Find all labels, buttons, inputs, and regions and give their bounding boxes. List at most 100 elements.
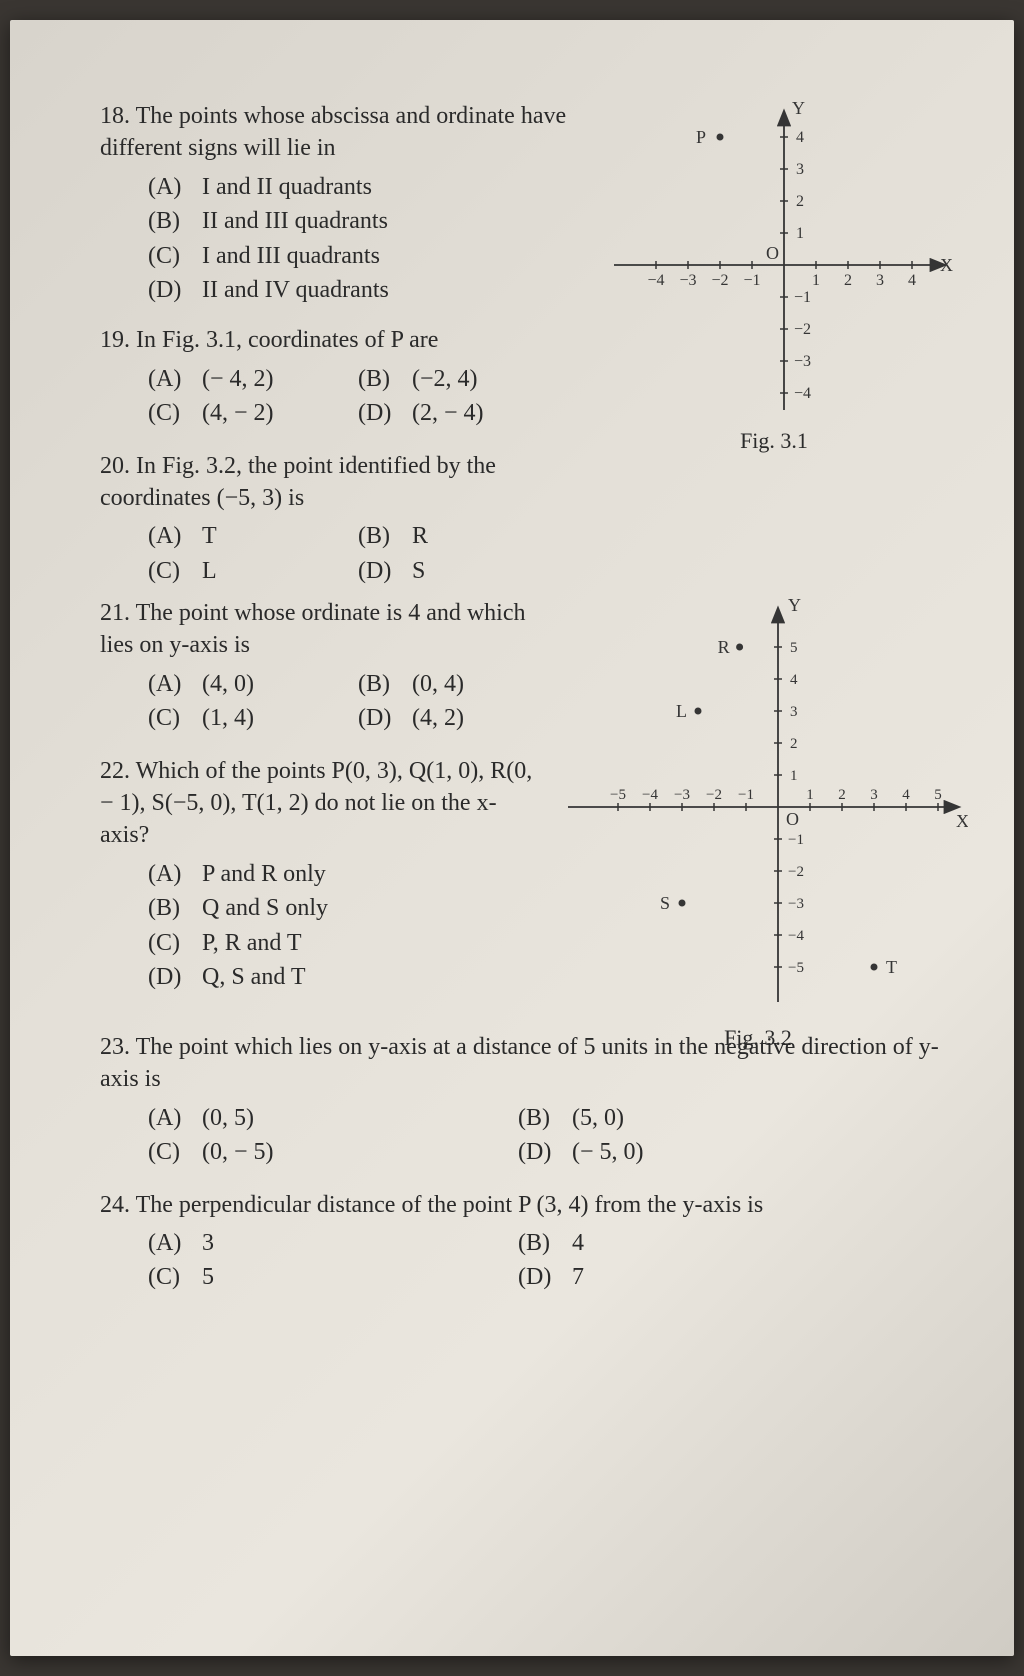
q19-options: (A)(− 4, 2) (B)(−2, 4) (C)(4, − 2) (D)(2… xyxy=(100,363,584,432)
q24-B-val: 4 xyxy=(572,1227,584,1259)
q18-options: (A)I and II quadrants (B)II and III quad… xyxy=(100,171,584,307)
svg-text:4: 4 xyxy=(902,787,910,803)
q20-text: In Fig. 3.2, the point identified by the… xyxy=(100,453,496,511)
q20-num: 20. xyxy=(100,453,130,479)
question-22: 22. Which of the points P(0, 3), Q(1, 0)… xyxy=(100,755,538,994)
q20-A-val: T xyxy=(202,520,217,552)
q24-C-val: 5 xyxy=(202,1261,214,1293)
svg-text:−2: −2 xyxy=(794,321,811,338)
svg-text:−5: −5 xyxy=(610,787,626,803)
svg-text:P: P xyxy=(696,127,706,147)
svg-text:X: X xyxy=(940,255,953,275)
q22-C-val: P, R and T xyxy=(202,927,302,959)
q23-C-val: (0, − 5) xyxy=(202,1136,274,1168)
q19-num: 19. xyxy=(100,327,130,353)
q18-A-label: (A) xyxy=(148,171,190,203)
q23-text: The point which lies on y-axis at a dist… xyxy=(100,1034,939,1092)
q20-options: (A)T (B)R (C)L (D)S xyxy=(100,520,584,589)
svg-text:−1: −1 xyxy=(788,832,804,848)
svg-text:R: R xyxy=(718,637,730,657)
svg-text:−3: −3 xyxy=(674,787,690,803)
q23-B-label: (B) xyxy=(518,1102,560,1134)
q18-text: The points whose abscissa and ordinate h… xyxy=(100,103,566,161)
q23-D-label: (D) xyxy=(518,1136,560,1168)
q19-B-val: (−2, 4) xyxy=(412,363,478,395)
q19-C-val: (4, − 2) xyxy=(202,397,274,429)
q24-D-val: 7 xyxy=(572,1261,584,1293)
svg-text:2: 2 xyxy=(790,736,798,752)
q21-A-val: (4, 0) xyxy=(202,668,254,700)
svg-text:−1: −1 xyxy=(743,272,760,289)
q24-D-label: (D) xyxy=(518,1261,560,1293)
q19-A-val: (− 4, 2) xyxy=(202,363,274,395)
svg-text:−5: −5 xyxy=(788,960,804,976)
q18-B-label: (B) xyxy=(148,205,190,237)
q21-num: 21. xyxy=(100,600,130,626)
q23-A-label: (A) xyxy=(148,1102,190,1134)
q24-num: 24. xyxy=(100,1192,130,1218)
svg-text:1: 1 xyxy=(806,787,814,803)
questions-col-top: 18. The points whose abscissa and ordina… xyxy=(100,100,584,607)
q23-options: (A) (0, 5) (B) (5, 0) (C) (0, − 5) (D) (− 5,… xyxy=(100,1102,954,1171)
svg-text:−2: −2 xyxy=(788,864,804,880)
svg-text:1: 1 xyxy=(796,225,804,242)
q19-A-label: (A) xyxy=(148,363,190,395)
q22-B-label: (B) xyxy=(148,892,190,924)
q22-D-label: (D) xyxy=(148,961,190,993)
svg-text:−2: −2 xyxy=(711,272,728,289)
svg-text:O: O xyxy=(766,243,779,263)
svg-text:1: 1 xyxy=(812,272,820,289)
svg-text:3: 3 xyxy=(870,787,878,803)
svg-text:5: 5 xyxy=(790,640,798,656)
q23-A-val: (0, 5) xyxy=(202,1102,254,1134)
q21-C-label: (C) xyxy=(148,702,190,734)
mid-section: 21. The point whose ordinate is 4 and wh… xyxy=(100,597,954,1051)
q23-B-val: (5, 0) xyxy=(572,1102,624,1134)
svg-text:−2: −2 xyxy=(706,787,722,803)
q22-options: (A)P and R only (B)Q and S only (C)P, R … xyxy=(100,858,538,994)
question-24: 24. The perpendicular distance of the po… xyxy=(100,1189,954,1296)
q22-num: 22. xyxy=(100,758,130,784)
fig31-col: XYO−4−3−2−112341234−1−2−3−4P Fig. 3.1 xyxy=(594,100,954,607)
svg-text:S: S xyxy=(660,893,670,913)
svg-text:4: 4 xyxy=(908,272,916,289)
q20-B-label: (B) xyxy=(358,520,400,552)
svg-text:X: X xyxy=(956,811,968,831)
q19-B-label: (B) xyxy=(358,363,400,395)
q24-B-label: (B) xyxy=(518,1227,560,1259)
q18-D-val: II and IV quadrants xyxy=(202,274,389,306)
q22-D-val: Q, S and T xyxy=(202,961,306,993)
q21-C-val: (1, 4) xyxy=(202,702,254,734)
q22-B-val: Q and S only xyxy=(202,892,328,924)
q21-D-label: (D) xyxy=(358,702,400,734)
svg-text:2: 2 xyxy=(838,787,846,803)
svg-text:T: T xyxy=(886,957,897,977)
q20-D-label: (D) xyxy=(358,555,400,587)
svg-text:Y: Y xyxy=(792,100,805,118)
svg-text:−3: −3 xyxy=(679,272,696,289)
question-20: 20. In Fig. 3.2, the point identified by… xyxy=(100,450,584,590)
fig31-caption: Fig. 3.1 xyxy=(594,428,954,454)
svg-text:−4: −4 xyxy=(647,272,664,289)
q18-num: 18. xyxy=(100,103,130,129)
q18-C-label: (C) xyxy=(148,240,190,272)
q24-options: (A)3 (B)4 (C)5 (D)7 xyxy=(100,1227,954,1296)
q23-C-label: (C) xyxy=(148,1136,190,1168)
q23-num: 23. xyxy=(100,1034,130,1060)
question-23: 23. The point which lies on y-axis at a … xyxy=(100,1031,954,1171)
q20-A-label: (A) xyxy=(148,520,190,552)
q18-D-label: (D) xyxy=(148,274,190,306)
svg-text:−4: −4 xyxy=(642,787,658,803)
q21-B-val: (0, 4) xyxy=(412,668,464,700)
q21-D-val: (4, 2) xyxy=(412,702,464,734)
q22-A-label: (A) xyxy=(148,858,190,890)
svg-text:1: 1 xyxy=(790,768,798,784)
q22-text: Which of the points P(0, 3), Q(1, 0), R(… xyxy=(100,758,532,849)
q19-C-label: (C) xyxy=(148,397,190,429)
q18-B-val: II and III quadrants xyxy=(202,205,388,237)
question-18: 18. The points whose abscissa and ordina… xyxy=(100,100,584,306)
fig32-graph: XYO−5−4−3−2−11234512345−1−2−3−4−5RLST xyxy=(548,597,968,1017)
q23-D-val: (− 5, 0) xyxy=(572,1136,644,1168)
q20-D-val: S xyxy=(412,555,425,587)
svg-text:−4: −4 xyxy=(794,385,811,402)
